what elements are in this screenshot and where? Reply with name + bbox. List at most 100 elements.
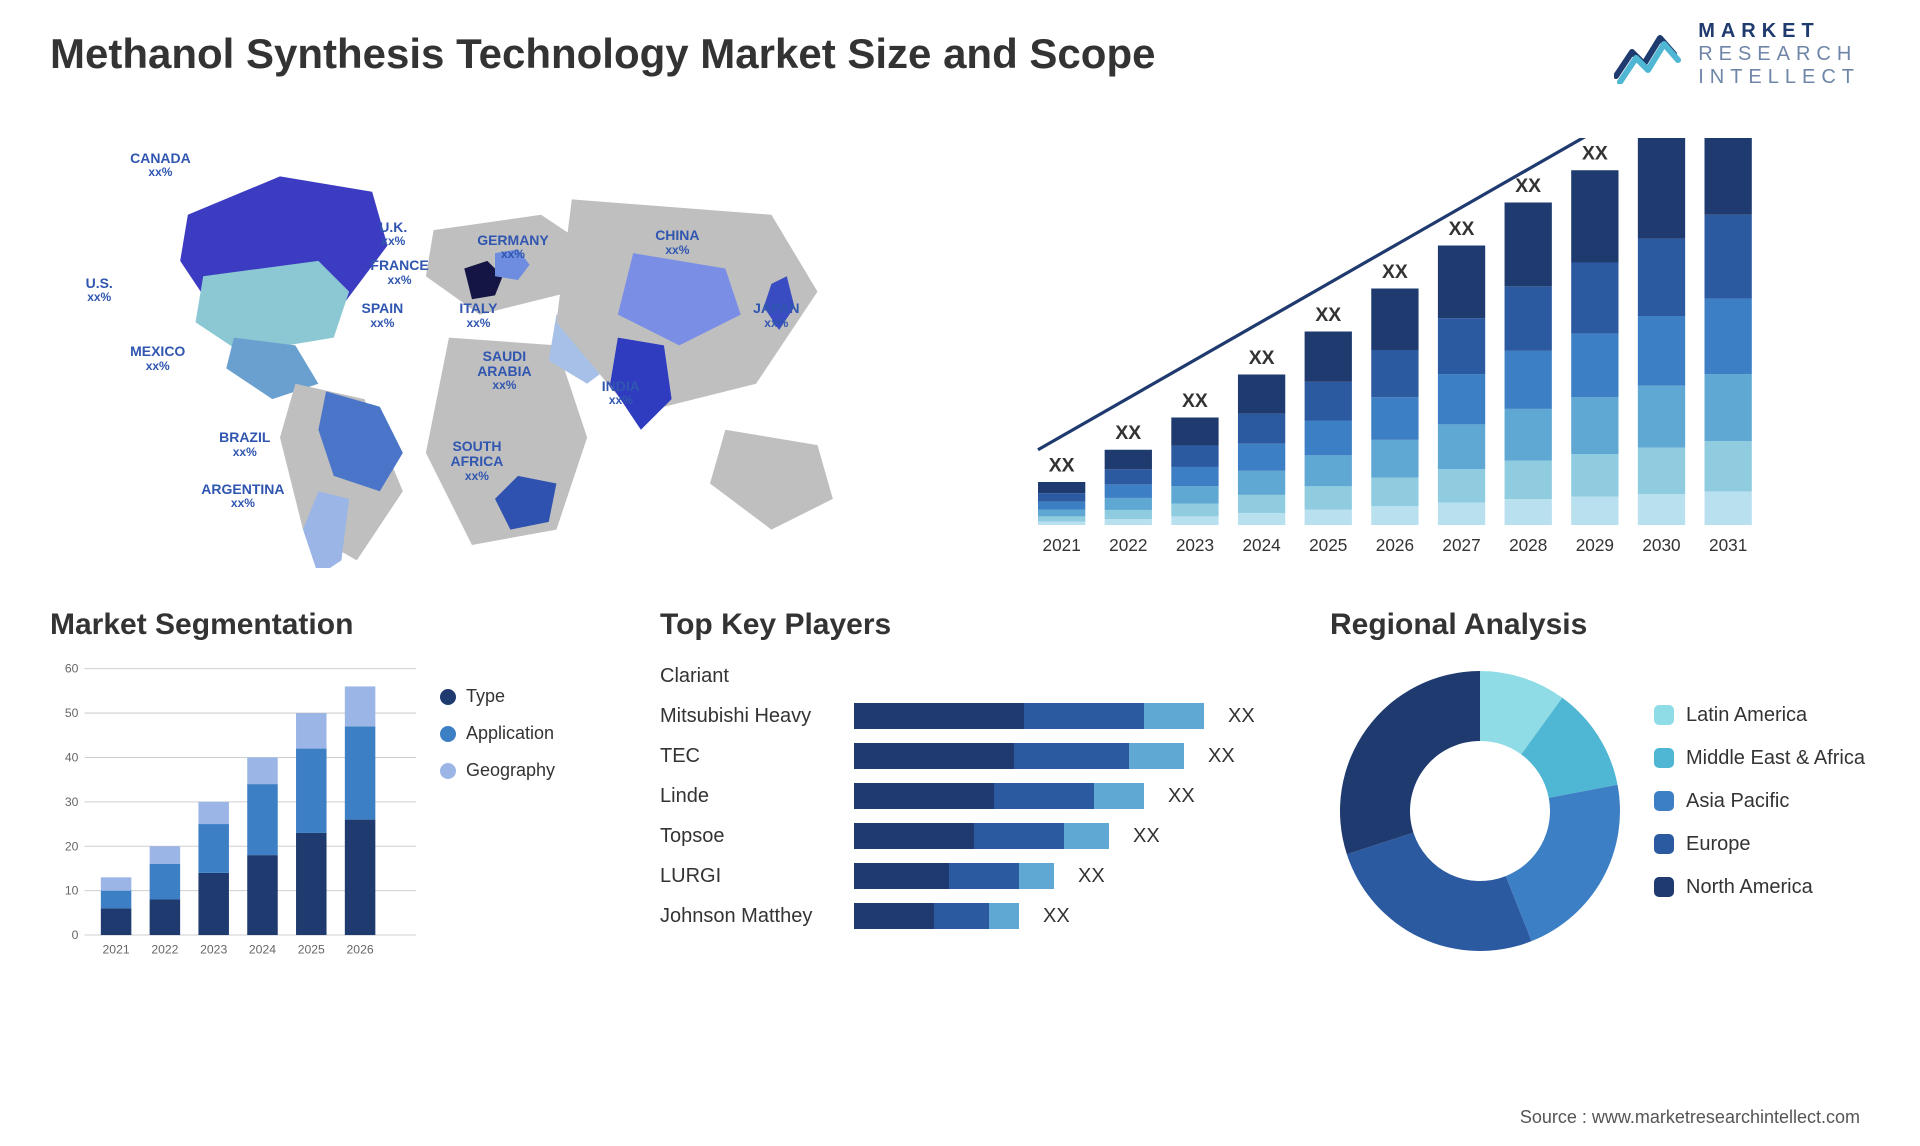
player-name: Linde <box>660 785 840 808</box>
growth-bar-2025-seg5 <box>1305 332 1352 382</box>
map-label-uk: U.K.xx% <box>379 220 407 249</box>
seg-ytick-40: 40 <box>65 751 79 765</box>
map-label-china: CHINAxx% <box>655 228 699 257</box>
growth-value-2024: XX <box>1249 347 1275 369</box>
growth-bar-2021-seg3 <box>1038 502 1085 510</box>
growth-bar-2024-seg5 <box>1238 375 1285 414</box>
player-row-lurgi: LURGIXX <box>660 856 1280 896</box>
top-row: CANADAxx%U.S.xx%MEXICOxx%BRAZILxx%ARGENT… <box>50 138 1870 568</box>
growth-value-2029: XX <box>1582 143 1608 165</box>
growth-bar-2029-seg1 <box>1571 454 1618 497</box>
players-title: Top Key Players <box>660 608 1280 642</box>
growth-bar-2026-seg0 <box>1371 506 1418 525</box>
player-bar-seg1 <box>974 823 1064 849</box>
seg-year-2024: 2024 <box>249 942 276 956</box>
growth-value-2023: XX <box>1182 390 1208 412</box>
growth-bar-2026-seg4 <box>1371 350 1418 397</box>
map-label-france: FRANCExx% <box>370 258 428 287</box>
map-label-southafrica: SOUTHAFRICAxx% <box>451 439 504 483</box>
logo-line3: INTELLECT <box>1698 66 1860 89</box>
player-bar-seg2 <box>989 903 1019 929</box>
seg-year-2021: 2021 <box>103 942 130 956</box>
growth-year-2028: 2028 <box>1509 535 1547 555</box>
player-bar-seg0 <box>854 903 934 929</box>
seg-legend-geography: Geography <box>440 760 610 781</box>
regional-legend-latin-america: Latin America <box>1654 704 1865 727</box>
growth-year-2029: 2029 <box>1576 535 1614 555</box>
map-label-germany: GERMANYxx% <box>477 233 549 262</box>
seg-legend-type: Type <box>440 686 610 707</box>
growth-bar-2026-seg5 <box>1371 289 1418 350</box>
growth-bar-2028-seg3 <box>1505 351 1552 409</box>
seg-bar-2025-Type <box>296 833 327 935</box>
growth-year-2031: 2031 <box>1709 535 1747 555</box>
growth-year-2030: 2030 <box>1642 535 1680 555</box>
growth-bar-2029-seg4 <box>1571 262 1618 333</box>
seg-bar-2025-Geography <box>296 713 327 749</box>
seg-bar-2023-Type <box>198 873 229 935</box>
growth-bar-2028-seg4 <box>1505 286 1552 351</box>
growth-bar-2031-seg2 <box>1705 374 1752 441</box>
map-label-mexico: MEXICOxx% <box>130 344 185 373</box>
growth-bar-2023-seg1 <box>1171 504 1218 517</box>
player-bar-seg2 <box>1144 703 1204 729</box>
growth-bar-2026-seg1 <box>1371 478 1418 506</box>
growth-year-2023: 2023 <box>1176 535 1214 555</box>
growth-bar-2028-seg0 <box>1505 499 1552 525</box>
player-bar <box>854 863 1054 889</box>
segmentation-panel: Market Segmentation 01020304050602021202… <box>50 608 610 988</box>
growth-bar-2021-seg2 <box>1038 510 1085 517</box>
player-bar <box>854 823 1109 849</box>
seg-ytick-20: 20 <box>65 839 79 853</box>
seg-bar-2026-Type <box>345 820 376 935</box>
player-bar-seg2 <box>1064 823 1109 849</box>
growth-bar-2025-seg2 <box>1305 455 1352 486</box>
growth-bar-2031-seg3 <box>1705 299 1752 374</box>
dot-icon <box>440 689 456 705</box>
regional-legend: Latin AmericaMiddle East & AfricaAsia Pa… <box>1654 704 1865 919</box>
growth-year-2021: 2021 <box>1043 535 1081 555</box>
growth-bar-2030-seg4 <box>1638 239 1685 316</box>
source-text: Source : www.marketresearchintellect.com <box>1520 1107 1860 1128</box>
growth-bar-2027-seg1 <box>1438 469 1485 503</box>
regional-legend-middle-east-africa: Middle East & Africa <box>1654 747 1865 770</box>
growth-value-2025: XX <box>1315 304 1341 326</box>
growth-bar-2022-seg4 <box>1105 469 1152 484</box>
growth-value-2028: XX <box>1515 175 1541 197</box>
growth-bar-2028-seg5 <box>1505 203 1552 287</box>
seg-bar-2022-Type <box>150 900 181 936</box>
growth-bar-2023-seg5 <box>1171 418 1218 446</box>
growth-bar-2027-seg5 <box>1438 246 1485 319</box>
seg-bar-2021-Type <box>101 908 132 935</box>
player-bar-seg1 <box>1024 703 1144 729</box>
square-icon <box>1654 748 1674 768</box>
dot-icon <box>440 763 456 779</box>
player-bar-seg0 <box>854 823 974 849</box>
growth-bar-2030-seg5 <box>1638 138 1685 239</box>
map-label-brazil: BRAZILxx% <box>219 430 270 459</box>
growth-bar-2023-seg4 <box>1171 445 1218 467</box>
player-name: TEC <box>660 745 840 768</box>
world-map: CANADAxx%U.S.xx%MEXICOxx%BRAZILxx%ARGENT… <box>50 138 940 568</box>
growth-bar-2022-seg0 <box>1105 519 1152 525</box>
logo-line2: RESEARCH <box>1698 43 1860 66</box>
growth-bar-2023-seg2 <box>1171 486 1218 503</box>
regional-panel: Regional Analysis Latin AmericaMiddle Ea… <box>1330 608 1870 988</box>
growth-bar-2021-seg5 <box>1038 482 1085 493</box>
square-icon <box>1654 834 1674 854</box>
segmentation-svg: 0102030405060202120222023202420252026 <box>50 656 416 966</box>
growth-bar-2025-seg4 <box>1305 382 1352 421</box>
player-name: Johnson Matthey <box>660 905 840 928</box>
growth-value-2026: XX <box>1382 261 1408 283</box>
player-row-johnson-matthey: Johnson MattheyXX <box>660 896 1280 936</box>
growth-bar-2028-seg1 <box>1505 461 1552 500</box>
growth-bar-2031-seg1 <box>1705 441 1752 491</box>
growth-value-2027: XX <box>1449 218 1475 240</box>
player-value: XX <box>1133 825 1160 848</box>
growth-year-2026: 2026 <box>1376 535 1414 555</box>
player-bar-seg0 <box>854 743 1014 769</box>
player-bar-seg2 <box>1129 743 1184 769</box>
regional-legend-europe: Europe <box>1654 833 1865 856</box>
player-bar <box>854 903 1019 929</box>
seg-bar-2022-Geography <box>150 846 181 864</box>
